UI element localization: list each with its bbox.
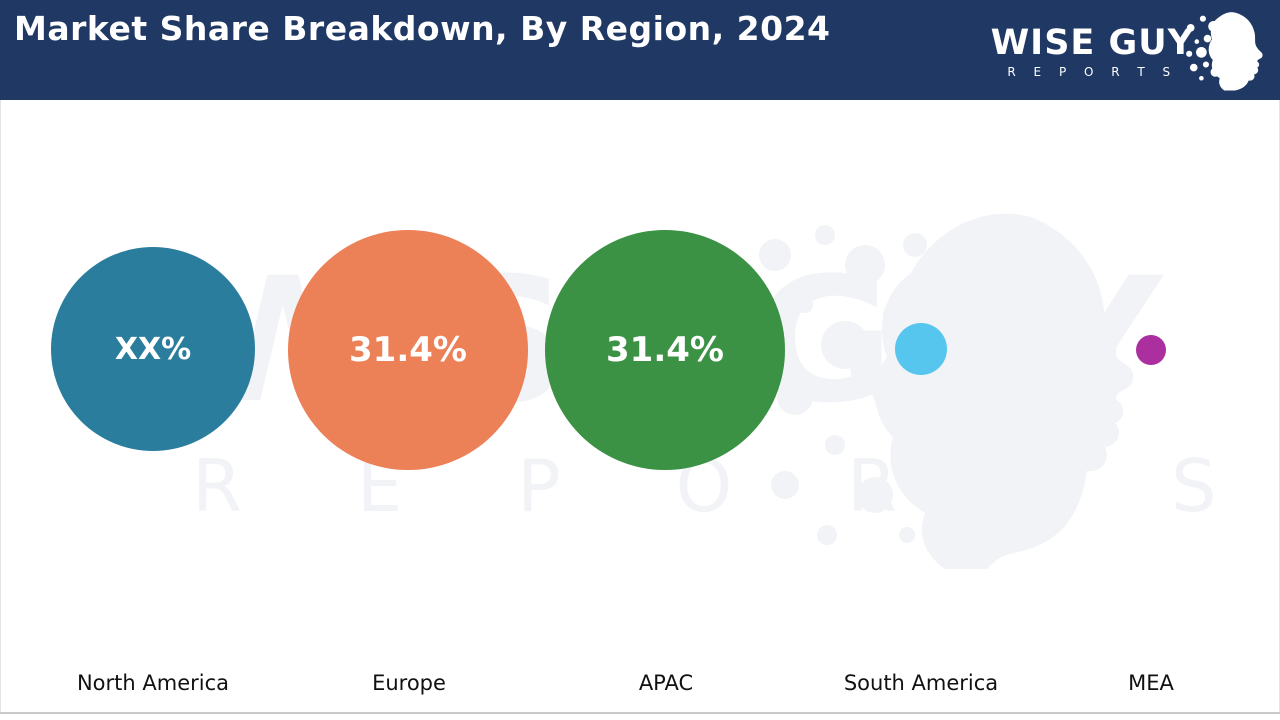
page-title: Market Share Breakdown, By Region, 2024 bbox=[14, 9, 831, 48]
brand-logo-text: WISE GUY R E P O R T S bbox=[991, 25, 1194, 79]
category-label-south-america: South America bbox=[843, 671, 999, 695]
category-label-apac: APAC bbox=[638, 671, 694, 695]
category-label-north-america: North America bbox=[76, 671, 230, 695]
bubble-north-america: XX% bbox=[51, 247, 255, 451]
header-bar: Market Share Breakdown, By Region, 2024 … bbox=[0, 0, 1280, 100]
brand-name: WISE GUY bbox=[990, 23, 1194, 64]
brand-head-icon bbox=[1180, 8, 1264, 96]
bubble-value-europe: 31.4% bbox=[349, 330, 467, 370]
bubble-value-north-america: XX% bbox=[114, 331, 192, 367]
watermark-head-icon bbox=[735, 195, 1180, 584]
brand-logo: WISE GUY R E P O R T S bbox=[991, 8, 1264, 96]
left-hairline bbox=[0, 100, 1, 714]
bubble-apac: 31.4% bbox=[545, 230, 785, 470]
category-label-mea: MEA bbox=[1128, 671, 1174, 695]
bottom-hairline bbox=[0, 712, 1280, 714]
bubble-mea bbox=[1136, 335, 1166, 365]
bubble-value-apac: 31.4% bbox=[606, 330, 724, 370]
category-label-europe: Europe bbox=[372, 671, 446, 695]
bubble-europe: 31.4% bbox=[288, 230, 528, 470]
bubble-south-america bbox=[895, 323, 947, 375]
brand-tagline: R E P O R T S bbox=[1007, 64, 1178, 79]
